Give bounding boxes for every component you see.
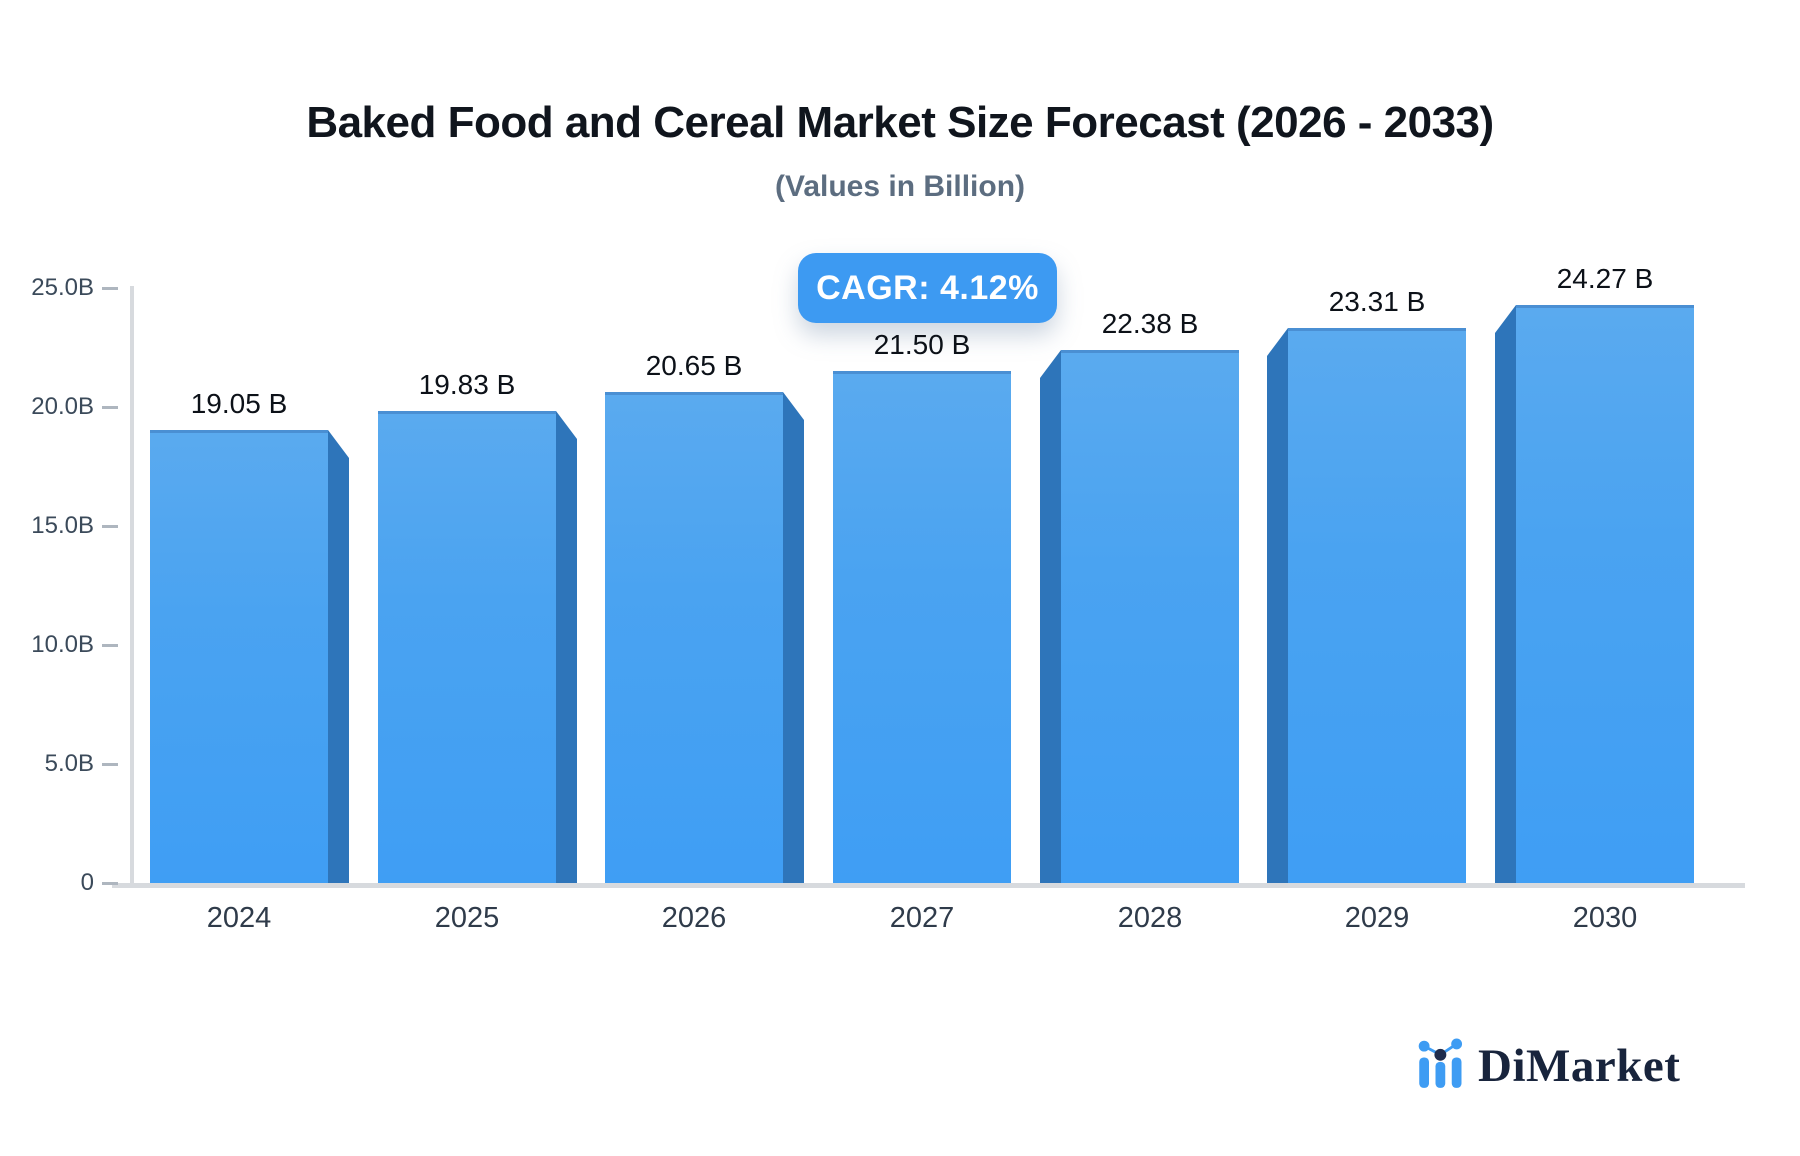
bar-side-face: [783, 392, 804, 883]
bar-value-label: 19.05 B: [190, 388, 288, 419]
bar-value-label: 21.50 B: [873, 329, 971, 360]
x-tick-label-2024: 2024: [206, 902, 272, 934]
y-tick-mark: [102, 286, 118, 290]
x-tick-label-2026: 2026: [661, 902, 727, 934]
x-tick-label-2029: 2029: [1344, 902, 1410, 934]
y-tick-mark: [102, 881, 118, 885]
bar-side-face: [1495, 305, 1516, 883]
y-tick-mark: [102, 524, 118, 528]
y-tick-label: 10.0B: [31, 631, 94, 658]
bar-side-face: [328, 430, 349, 883]
bar-2027[interactable]: [833, 371, 1011, 883]
bar-2030[interactable]: [1516, 305, 1694, 883]
y-tick-label: 15.0B: [31, 512, 94, 539]
cagr-badge-label: CAGR: 4.12%: [816, 268, 1039, 307]
x-tick-label-2030: 2030: [1572, 902, 1638, 934]
x-axis-line: [112, 883, 1745, 888]
bar-2028[interactable]: [1061, 350, 1239, 883]
bar-value-label: 24.27 B: [1556, 263, 1654, 294]
y-axis-line: [130, 286, 134, 888]
bar-value-label: 22.38 B: [1101, 308, 1199, 339]
mini-bar-chart-icon: [1418, 1038, 1466, 1090]
y-tick-mark: [102, 762, 118, 766]
bar-value-label: 20.65 B: [645, 350, 743, 381]
brand-name: DiMarket: [1478, 1040, 1681, 1092]
x-tick-label-2028: 2028: [1117, 902, 1183, 934]
cagr-badge: CAGR: 4.12%: [798, 253, 1057, 323]
x-tick-label-2027: 2027: [889, 902, 955, 934]
bar-2026[interactable]: [605, 392, 783, 883]
bar-value-label: 23.31 B: [1328, 286, 1426, 317]
y-tick-mark: [102, 405, 118, 409]
y-tick-label: 20.0B: [31, 393, 94, 420]
bar-side-face: [1267, 328, 1288, 883]
bar-2029[interactable]: [1288, 328, 1466, 883]
y-tick-mark: [102, 643, 118, 647]
bar-side-face: [556, 411, 577, 883]
bar-value-label: 19.83 B: [418, 369, 516, 400]
bar-side-face: [1040, 350, 1061, 883]
x-tick-label-2025: 2025: [434, 902, 500, 934]
brand-logo[interactable]: DiMarket: [1418, 1038, 1680, 1090]
bar-2025[interactable]: [378, 411, 556, 883]
y-tick-label: 5.0B: [44, 750, 94, 777]
bar-2024[interactable]: [150, 430, 328, 883]
chart-title: Baked Food and Cereal Market Size Foreca…: [306, 98, 1494, 147]
y-tick-label: 25.0B: [31, 274, 94, 301]
y-tick-label: 0: [80, 869, 94, 896]
chart-subtitle: (Values in Billion): [774, 170, 1026, 203]
